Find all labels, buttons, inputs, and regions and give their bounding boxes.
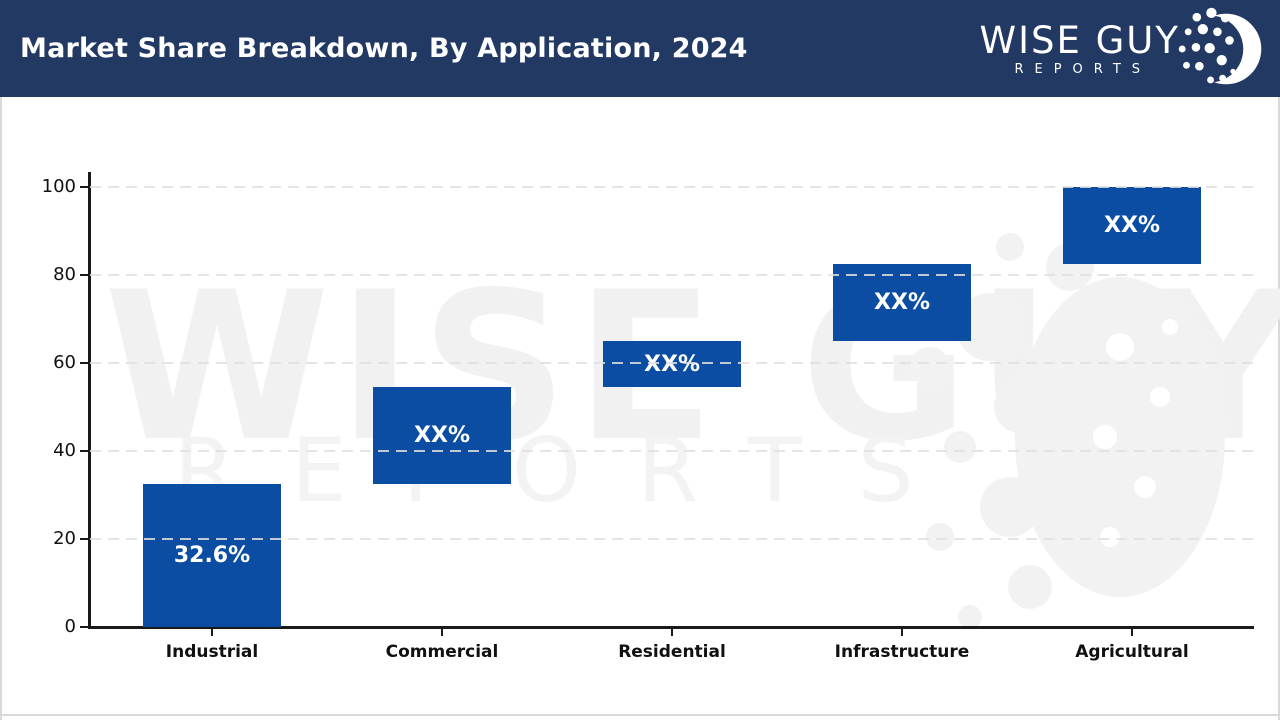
x-category-label: Commercial xyxy=(385,642,499,662)
y-tick-mark xyxy=(80,362,88,364)
x-axis xyxy=(88,626,1254,629)
watermark-line2: REPORTS xyxy=(174,419,970,522)
y-tick-mark xyxy=(80,186,88,188)
bar-value-label: XX% xyxy=(874,289,930,315)
x-tick-mark xyxy=(1131,628,1133,636)
bar-value-label: XX% xyxy=(1104,212,1160,238)
y-tick-label: 40 xyxy=(53,440,76,461)
x-category-label: Infrastructure xyxy=(834,642,970,662)
bar-industrial: 32.6% xyxy=(143,483,281,627)
x-category-label: Residential xyxy=(618,642,726,662)
logo-wordmark: WISE GUY xyxy=(979,18,1180,62)
y-tick-mark xyxy=(80,538,88,540)
watermark-face-icon xyxy=(910,233,1225,629)
grid-line xyxy=(90,538,1254,540)
bar-agricultural: XX% xyxy=(1063,187,1201,264)
grid-line xyxy=(90,274,1254,276)
y-tick-mark xyxy=(80,626,88,628)
wise-guy-logo: WISE GUY REPORTS xyxy=(980,6,1262,92)
bar-value-label: 32.6% xyxy=(173,542,251,568)
grid-line xyxy=(90,362,1254,364)
x-category-label: Industrial xyxy=(165,642,259,662)
x-tick-mark xyxy=(901,628,903,636)
x-tick-mark xyxy=(211,628,213,636)
bar-commercial: XX% xyxy=(373,387,511,484)
logo-face-icon xyxy=(1176,7,1262,84)
y-tick-label: 80 xyxy=(53,264,76,285)
grid-line xyxy=(90,450,1254,452)
bar-value-label: XX% xyxy=(644,351,700,377)
y-tick-label: 60 xyxy=(53,352,76,373)
y-tick-label: 0 xyxy=(64,616,76,637)
x-tick-mark xyxy=(441,628,443,636)
chart-area: WISE GUY REPORTS 0 20 40 60 80 100 32.6% XX% XX%… xyxy=(0,97,1280,720)
y-tick-label: 100 xyxy=(41,176,76,197)
y-tick-label: 20 xyxy=(53,528,76,549)
y-tick-mark xyxy=(80,274,88,276)
page-title: Market Share Breakdown, By Application, … xyxy=(20,33,748,64)
bar-residential: XX% xyxy=(603,341,741,388)
grid-line xyxy=(90,186,1254,188)
x-tick-mark xyxy=(671,628,673,636)
bar-infrastructure: XX% xyxy=(833,263,971,342)
bar-value-label: XX% xyxy=(414,422,470,448)
x-category-label: Agricultural xyxy=(1075,642,1189,662)
y-axis xyxy=(88,171,91,629)
logo-subtitle: REPORTS xyxy=(1014,61,1152,77)
header-bar: Market Share Breakdown, By Application, … xyxy=(0,0,1280,97)
y-tick-mark xyxy=(80,450,88,452)
logo-text: WISE GUY REPORTS xyxy=(980,22,1180,76)
bottom-frame-line xyxy=(2,714,1278,716)
